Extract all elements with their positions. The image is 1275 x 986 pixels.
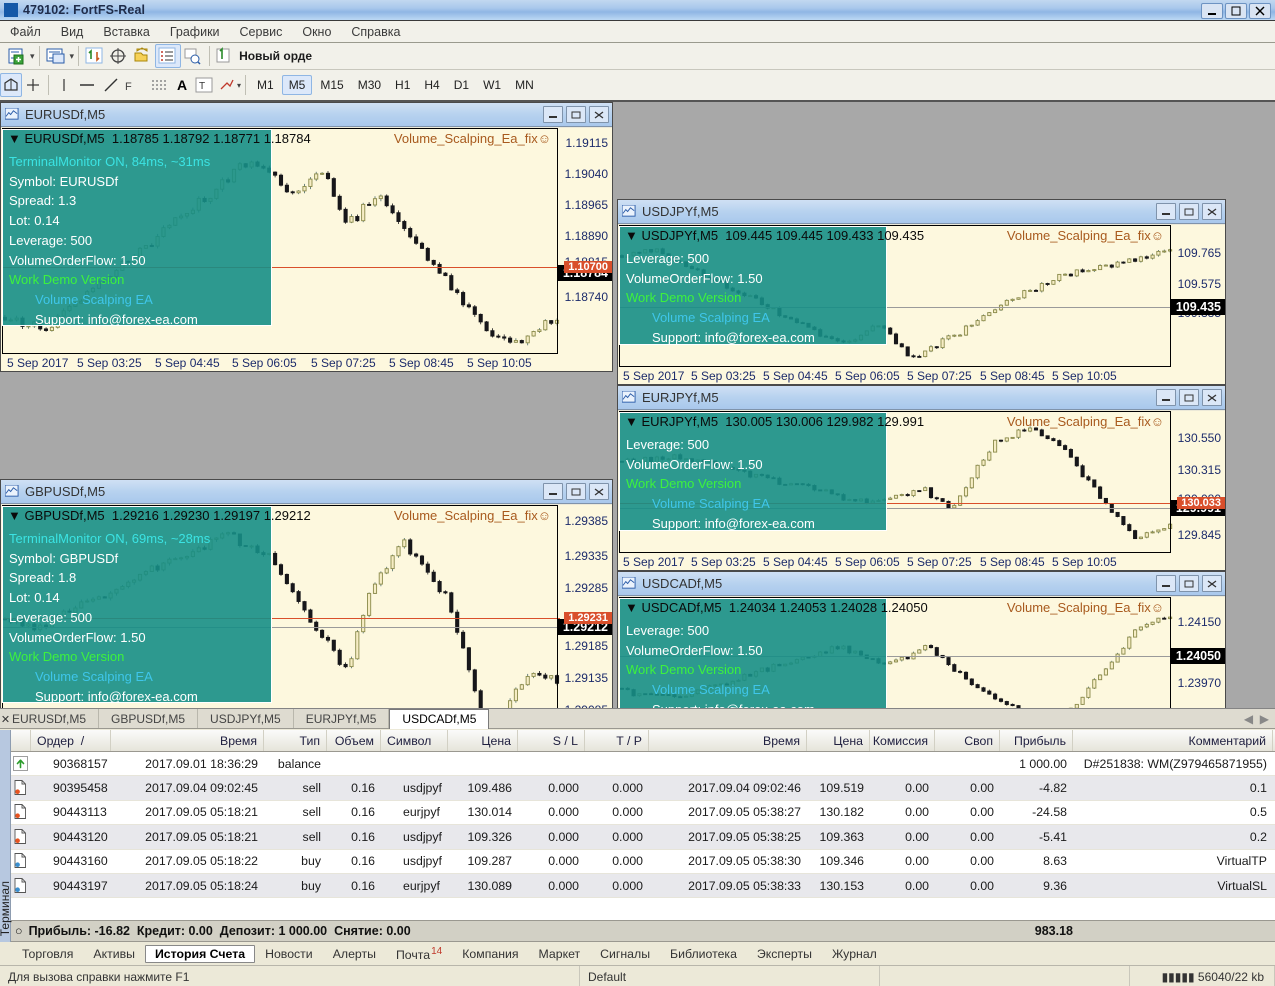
svg-text:F: F bbox=[125, 81, 132, 93]
svg-text:T: T bbox=[199, 81, 205, 92]
